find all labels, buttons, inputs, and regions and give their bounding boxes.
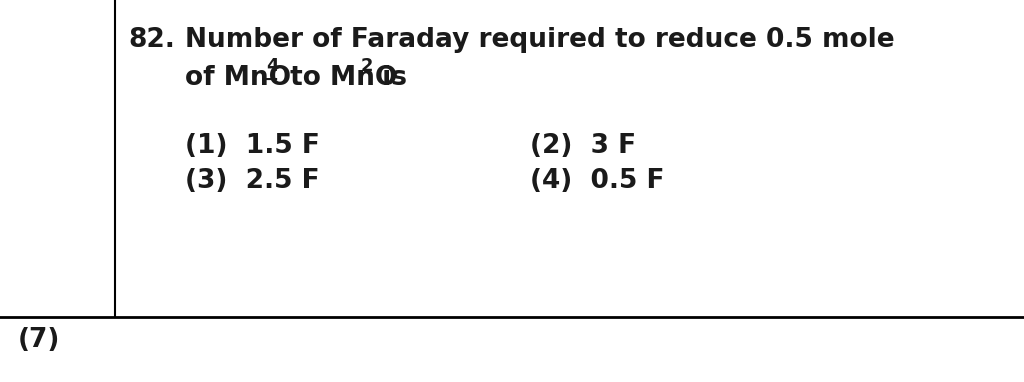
Text: 4: 4: [266, 57, 279, 75]
Text: (3)  2.5 F: (3) 2.5 F: [185, 168, 319, 194]
Text: of MnO: of MnO: [185, 65, 291, 91]
Text: −: −: [263, 71, 279, 89]
Text: 82.: 82.: [128, 27, 175, 53]
Text: is: is: [373, 65, 407, 91]
Text: Number of Faraday required to reduce 0.5 mole: Number of Faraday required to reduce 0.5…: [185, 27, 895, 53]
Text: (4)  0.5 F: (4) 0.5 F: [530, 168, 665, 194]
Text: 2: 2: [361, 57, 374, 75]
Text: to MnO: to MnO: [281, 65, 397, 91]
Text: (1)  1.5 F: (1) 1.5 F: [185, 133, 319, 159]
Text: (2)  3 F: (2) 3 F: [530, 133, 636, 159]
Text: (7): (7): [18, 327, 60, 353]
